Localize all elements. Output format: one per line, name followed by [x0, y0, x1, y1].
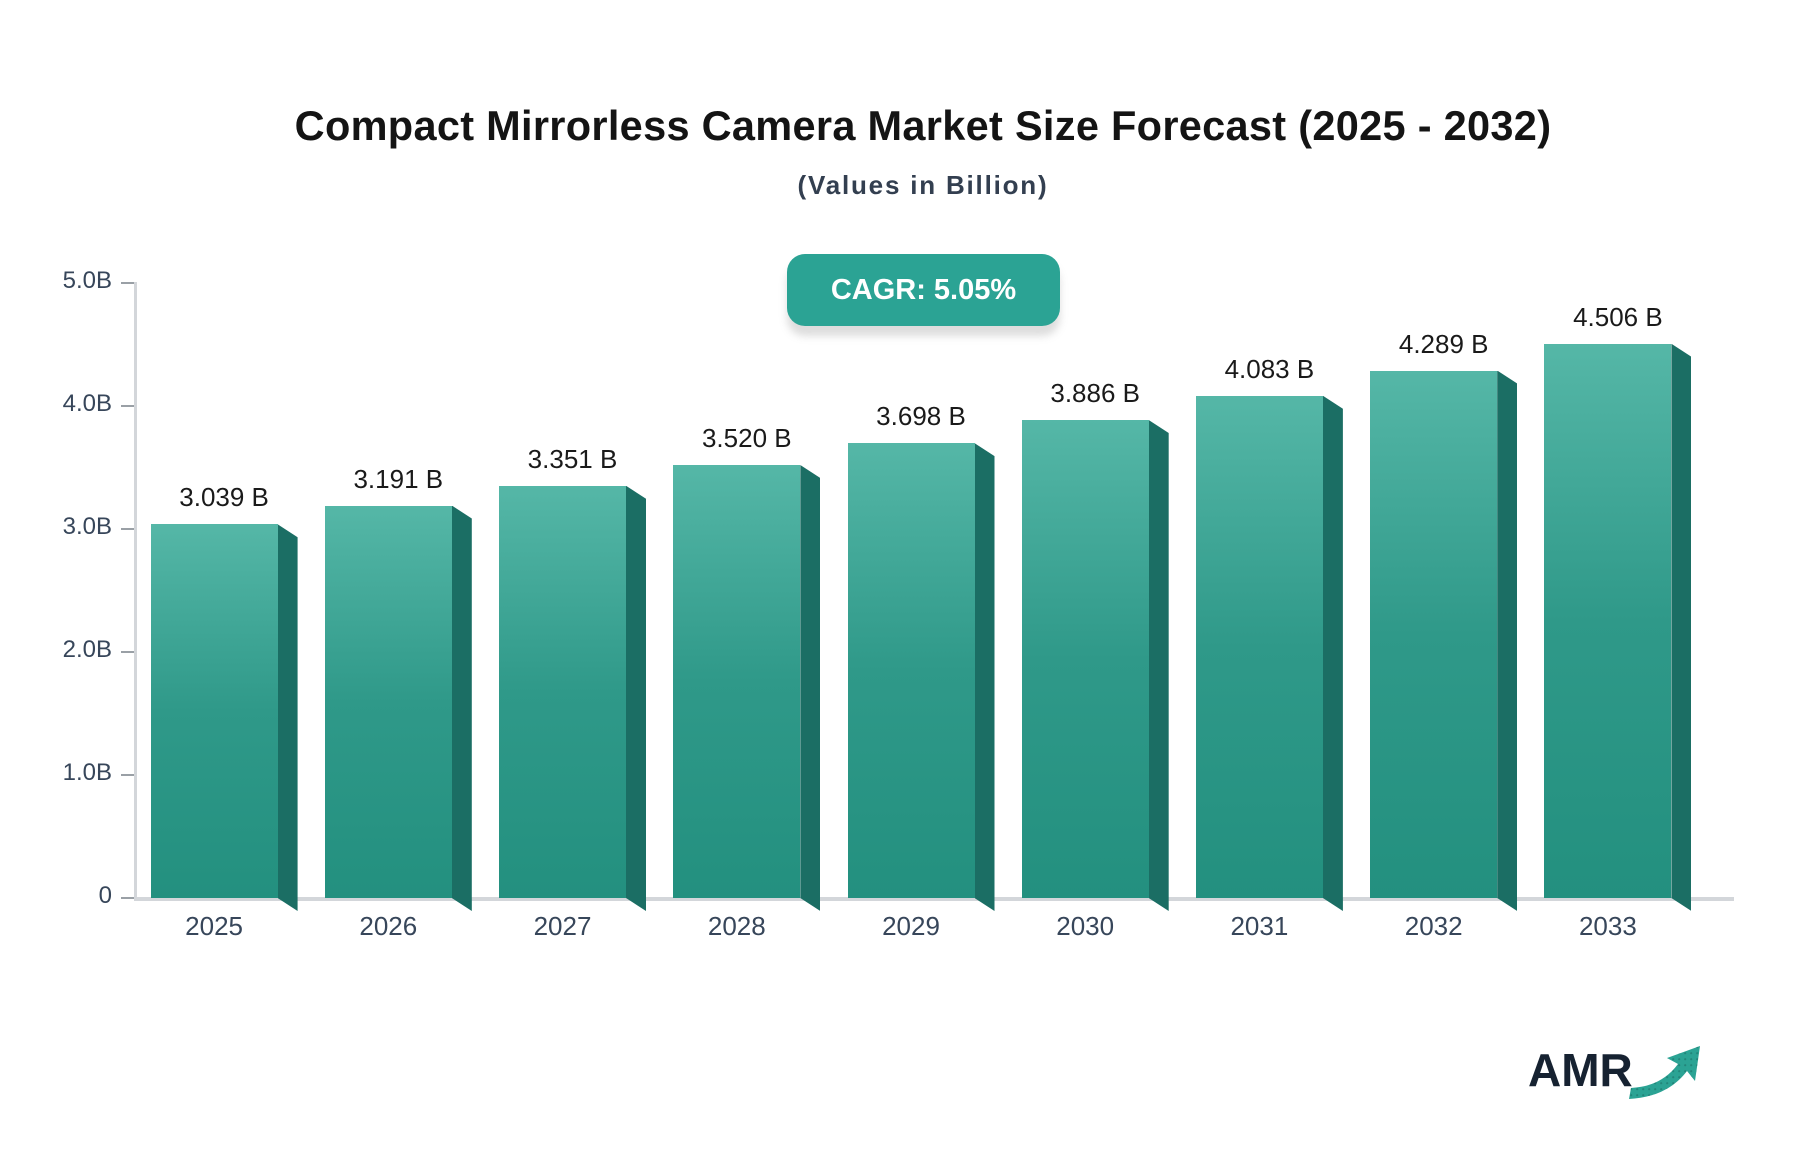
svg-text:AMR: AMR [1528, 1044, 1633, 1096]
